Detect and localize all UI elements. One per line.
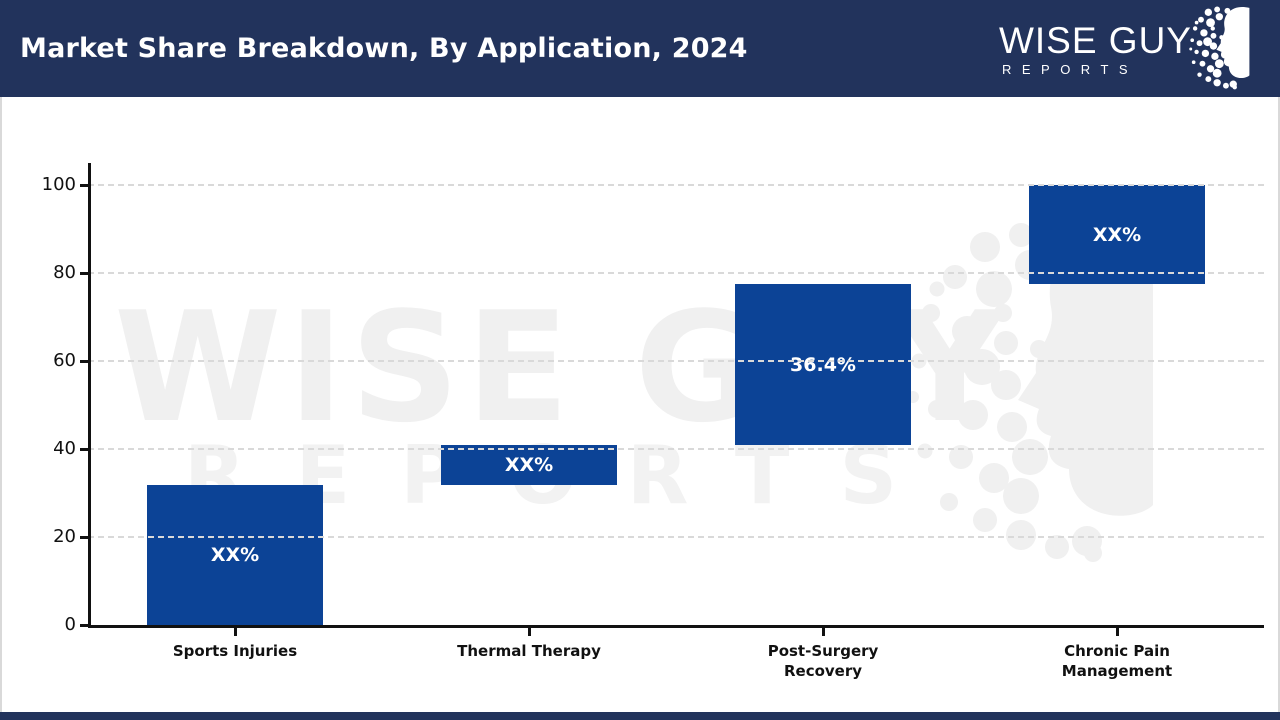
y-tick-label-80: 80	[53, 262, 76, 283]
y-tick-label-40: 40	[53, 438, 76, 459]
logo-head-icon	[1189, 5, 1250, 89]
x-tick-3	[1115, 628, 1119, 636]
logo-subtitle: REPORTS	[1001, 61, 1139, 77]
x-category-label-0: Sports Injuries	[88, 641, 382, 661]
y-tick-label-100: 100	[41, 174, 76, 195]
gridline-100	[88, 184, 1264, 186]
x-tick-1	[527, 628, 531, 636]
logo-wordmark: WISE GUY	[998, 19, 1192, 61]
x-category-line: Thermal Therapy	[457, 642, 601, 660]
gridline-20	[88, 536, 1264, 538]
x-category-line: Chronic Pain	[1064, 642, 1170, 660]
gridline-40	[88, 448, 1264, 450]
x-category-label-1: Thermal Therapy	[382, 641, 676, 661]
gridline-80	[88, 272, 1264, 274]
gridline-60	[88, 360, 1264, 362]
x-category-line: Post-Surgery	[767, 642, 879, 660]
x-axis-line	[88, 625, 1264, 628]
bar-thermal-therapy: XX%	[441, 444, 617, 486]
y-axis-line	[88, 163, 91, 628]
x-category-label-3: Chronic Pain Management	[970, 641, 1264, 681]
y-tick-100	[80, 184, 88, 187]
y-tick-20	[80, 536, 88, 539]
bar-post-surgery-recovery: 36.4%	[735, 284, 911, 445]
bar-value-label: XX%	[1092, 223, 1142, 246]
wise-guy-logo: WISE GUY REPORTS	[999, 5, 1266, 93]
bar-value-label: XX%	[504, 453, 554, 476]
bar-chronic-pain-management: XX%	[1029, 185, 1205, 285]
y-tick-80	[80, 272, 88, 275]
x-category-line: Sports Injuries	[172, 642, 298, 660]
y-tick-label-0: 0	[64, 614, 76, 635]
footer-bar	[0, 712, 1280, 720]
x-tick-0	[233, 628, 237, 636]
watermark-head-icon	[907, 223, 1153, 562]
y-tick-40	[80, 448, 88, 451]
y-tick-0	[80, 624, 88, 627]
header-bar: Market Share Breakdown, By Application, …	[0, 0, 1280, 97]
y-tick-label-20: 20	[53, 526, 76, 547]
y-tick-label-60: 60	[53, 350, 76, 371]
x-tick-2	[821, 628, 825, 636]
logo-text: WISE GUY REPORTS	[999, 22, 1192, 76]
x-category-line: Management	[1061, 662, 1173, 680]
bar-value-label: XX%	[210, 544, 260, 567]
x-category-line: Recovery	[783, 662, 863, 680]
y-tick-60	[80, 360, 88, 363]
x-category-label-2: Post-Surgery Recovery	[676, 641, 970, 681]
bar-value-label: 36.4%	[790, 353, 856, 376]
page-title: Market Share Breakdown, By Application, …	[20, 33, 748, 64]
bar-sports-injuries: XX%	[147, 485, 323, 625]
